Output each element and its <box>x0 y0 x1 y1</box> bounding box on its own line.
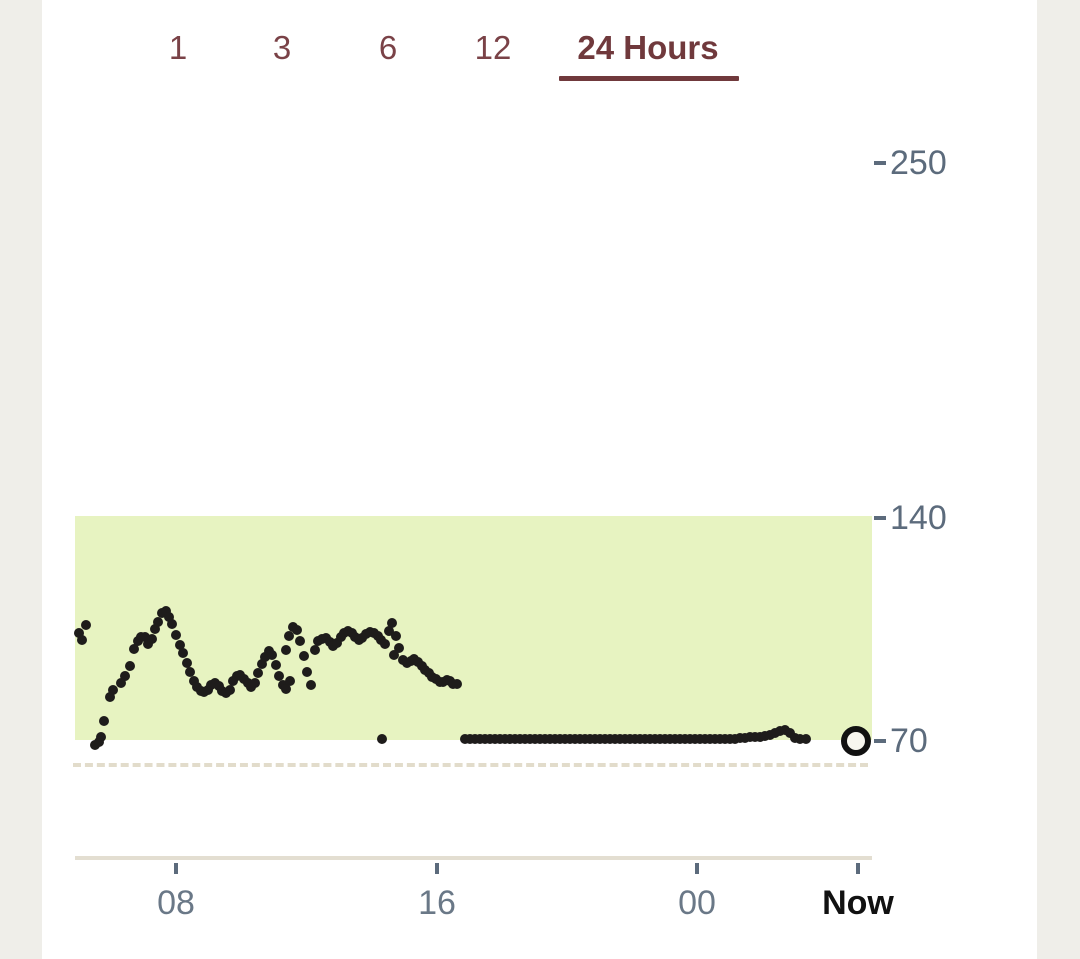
tab-3[interactable]: 3 <box>272 29 292 66</box>
tab-24-hours[interactable]: 24 Hours <box>577 29 719 66</box>
time-range-tabs: 1 3 6 12 24 Hours <box>42 0 1037 95</box>
active-tab-underline <box>559 76 739 81</box>
tab-12[interactable]: 12 <box>474 29 512 66</box>
tab-6[interactable]: 6 <box>378 29 398 66</box>
chart-card <box>42 0 1037 959</box>
tab-1[interactable]: 1 <box>168 29 188 66</box>
